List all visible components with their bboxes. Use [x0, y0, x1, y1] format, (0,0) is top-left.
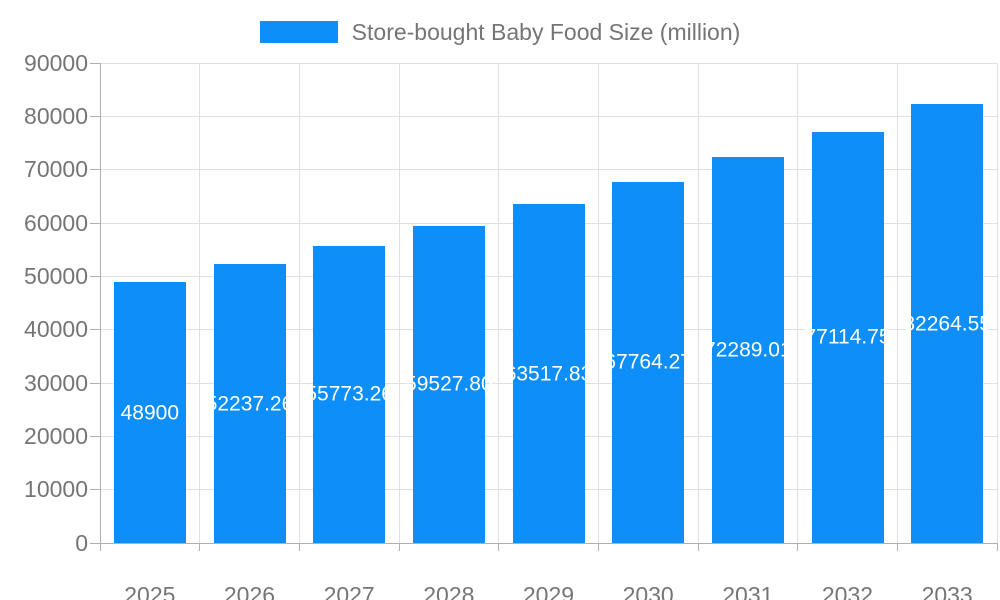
- bar: [213, 264, 286, 543]
- x-gridline: [996, 63, 998, 543]
- legend-swatch-icon[interactable]: [259, 21, 338, 43]
- legend[interactable]: Store-bought Baby Food Size (million): [0, 18, 1000, 46]
- x-tick-label: 2029: [522, 582, 575, 600]
- bar-value-label: 67764.27: [604, 350, 692, 374]
- x-tick-label: 2030: [622, 582, 674, 600]
- y-tick-mark: [90, 115, 100, 117]
- y-gridline: [100, 169, 997, 171]
- y-tick-mark: [90, 542, 100, 544]
- x-axis-line: [100, 543, 997, 544]
- x-tick-mark: [298, 543, 300, 551]
- x-gridline: [498, 63, 500, 543]
- x-gridline: [298, 63, 300, 543]
- y-tick-mark: [90, 435, 100, 437]
- x-gridline: [797, 63, 799, 543]
- bar: [811, 131, 884, 543]
- x-gridline: [896, 63, 898, 543]
- x-tick-mark: [996, 543, 998, 551]
- x-tick-mark: [498, 543, 500, 551]
- bar-value-label: 48900: [120, 401, 180, 425]
- bar: [512, 204, 585, 543]
- x-tick-mark: [199, 543, 201, 551]
- y-tick-mark: [90, 329, 100, 331]
- bar-value-label: 82264.55: [903, 312, 991, 336]
- bar-value-label: 52237.26: [205, 392, 294, 416]
- y-tick-mark: [90, 489, 100, 491]
- bar-value-label: 55773.26: [305, 382, 393, 406]
- y-tick-label: 60000: [24, 209, 88, 236]
- y-tick-label: 0: [75, 529, 88, 556]
- x-tick-mark: [797, 543, 799, 551]
- x-tick-label: 2027: [323, 582, 375, 600]
- legend-label[interactable]: Store-bought Baby Food Size (million): [351, 19, 741, 45]
- bar-value-label: 59527.80: [405, 372, 493, 396]
- bar-value-label: 77114.75: [804, 325, 891, 349]
- y-tick-mark: [90, 62, 100, 64]
- y-tick-label: 80000: [24, 102, 88, 129]
- x-tick-label: 2026: [223, 582, 276, 600]
- y-tick-mark: [90, 169, 100, 171]
- y-gridline: [100, 62, 997, 64]
- y-tick-label: 40000: [24, 316, 88, 343]
- bar: [313, 245, 386, 543]
- x-tick-label: 2025: [124, 582, 176, 600]
- y-tick-label: 50000: [24, 262, 88, 289]
- y-tick-label: 30000: [24, 369, 88, 396]
- x-gridline: [697, 63, 699, 543]
- y-tick-label: 10000: [24, 476, 88, 503]
- x-tick-label: 2033: [921, 582, 973, 600]
- y-tick-label: 70000: [24, 156, 88, 183]
- x-gridline: [597, 63, 599, 543]
- y-gridline: [100, 115, 997, 117]
- x-tick-mark: [99, 543, 101, 551]
- x-gridline: [199, 63, 201, 543]
- y-tick-label: 20000: [24, 422, 88, 449]
- bar: [113, 282, 186, 543]
- y-tick-mark: [90, 275, 100, 277]
- bar: [412, 225, 485, 543]
- x-tick-label: 2028: [423, 582, 475, 600]
- bar: [911, 104, 984, 543]
- bar: [612, 181, 685, 543]
- bar-value-label: 72289.01: [704, 338, 792, 362]
- x-tick-label: 2031: [722, 582, 774, 600]
- x-tick-mark: [597, 543, 599, 551]
- plot-area: 0 10000 20000 30000 40000 50000 60000 70000 8000…: [24, 51, 998, 600]
- x-tick-mark: [896, 543, 898, 551]
- x-tick-label: 2032: [821, 582, 874, 600]
- bar: [711, 157, 784, 543]
- y-tick-mark: [90, 222, 100, 224]
- x-tick-mark: [697, 543, 699, 551]
- x-gridline: [398, 63, 400, 543]
- bar-value-label: 63517.83: [504, 362, 593, 386]
- y-tick-mark: [90, 382, 100, 384]
- y-axis-line: [100, 63, 101, 543]
- y-tick-label: 90000: [24, 49, 88, 76]
- x-tick-mark: [398, 543, 400, 551]
